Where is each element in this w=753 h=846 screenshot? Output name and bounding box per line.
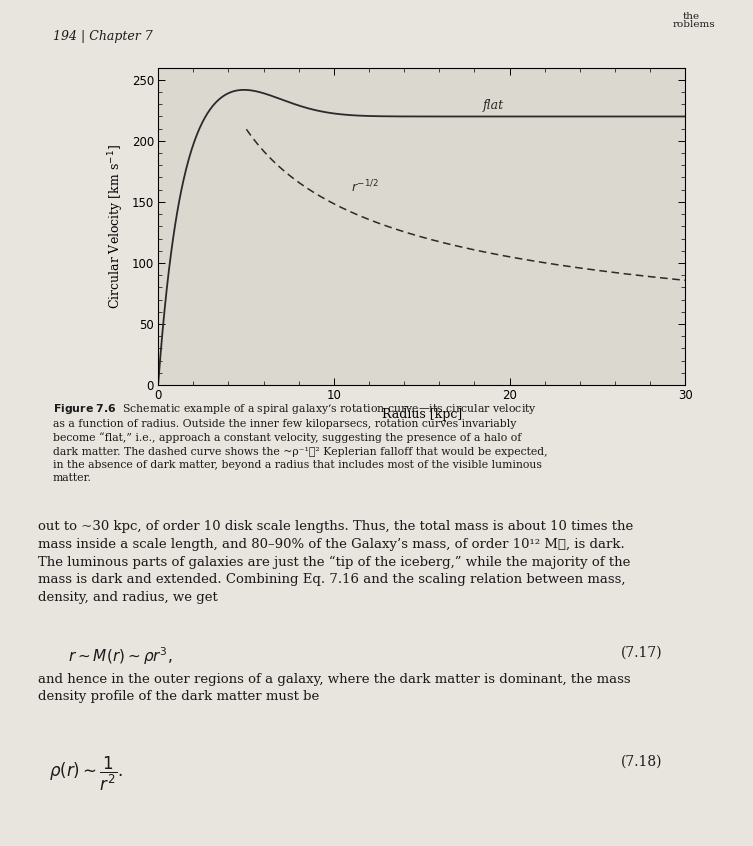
Text: (7.18): (7.18) <box>621 755 663 769</box>
Text: flat: flat <box>483 99 505 113</box>
Text: $\rho(r) \sim \dfrac{1}{r^2}.$: $\rho(r) \sim \dfrac{1}{r^2}.$ <box>49 755 123 793</box>
Text: the: the <box>683 12 700 20</box>
Text: and hence in the outer regions of a galaxy, where the dark matter is dominant, t: and hence in the outer regions of a gala… <box>38 673 630 703</box>
X-axis label: Radius [kpc]: Radius [kpc] <box>382 408 462 420</box>
Y-axis label: Circular Velocity [km s$^{-1}$]: Circular Velocity [km s$^{-1}$] <box>107 144 127 309</box>
Text: out to ~30 kpc, of order 10 disk scale lengths. Thus, the total mass is about 10: out to ~30 kpc, of order 10 disk scale l… <box>38 520 633 604</box>
Text: $\bf{Figure\ 7.6}$  Schematic example of a spiral galaxy’s rotation curve—its ci: $\bf{Figure\ 7.6}$ Schematic example of … <box>53 402 547 483</box>
Text: $r \sim M(r) \sim \rho r^3,$: $r \sim M(r) \sim \rho r^3,$ <box>68 645 172 667</box>
Text: roblems: roblems <box>672 20 715 29</box>
Text: (7.17): (7.17) <box>621 645 663 660</box>
Text: $r^{-1/2}$: $r^{-1/2}$ <box>352 179 380 195</box>
Text: 194 | Chapter 7: 194 | Chapter 7 <box>53 30 152 43</box>
